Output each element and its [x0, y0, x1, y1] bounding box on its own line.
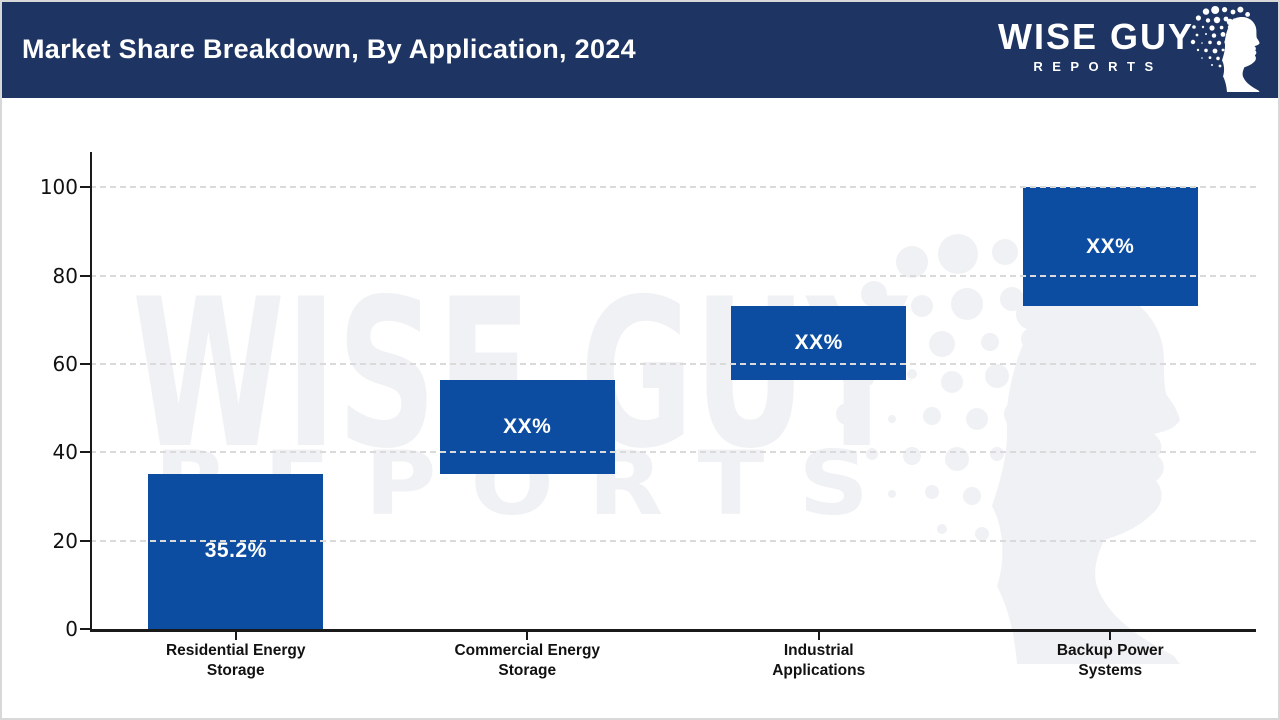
- y-tick-label: 60: [52, 352, 78, 376]
- logo-name-text: WISE GUY: [997, 16, 1194, 57]
- header-bar: Market Share Breakdown, By Application, …: [2, 2, 1278, 98]
- x-axis-tick: [1109, 631, 1112, 640]
- y-axis-tick: [80, 186, 90, 189]
- logo-wordmark: WISE GUY REPORTS: [997, 16, 1194, 75]
- y-tick-label: 100: [39, 175, 78, 200]
- x-axis-tick: [817, 631, 820, 640]
- y-axis-tick: [80, 451, 90, 454]
- y-axis-tick: [80, 274, 90, 277]
- y-tick-label: 0: [65, 617, 78, 641]
- grid-line: [90, 274, 1256, 277]
- y-tick-label: 20: [52, 528, 78, 553]
- bar-value-label: XX%: [794, 330, 843, 354]
- x-axis-label: Commercial Energy Storage: [454, 642, 601, 679]
- x-axis-tick: [234, 631, 237, 640]
- y-axis-tick: [80, 363, 90, 365]
- x-axis-line: [90, 629, 1256, 632]
- grid-line: [90, 186, 1256, 189]
- x-axis-label: Residential Energy Storage: [165, 642, 306, 679]
- bar: [439, 379, 615, 474]
- y-axis-line: [90, 152, 92, 632]
- wise-guy-reports-logo: WISE GUY REPORTS: [998, 2, 1272, 98]
- y-tick-label: 40: [52, 440, 78, 465]
- grid-line: [90, 363, 1256, 365]
- page-title: Market Share Breakdown, By Application, …: [22, 33, 636, 64]
- y-axis-tick: [80, 628, 90, 630]
- y-axis-tick: [80, 539, 90, 542]
- grid-line: [90, 539, 1256, 542]
- bar: [148, 473, 324, 629]
- bar-value-label: XX%: [503, 414, 552, 438]
- logo-face-icon: [1190, 6, 1260, 92]
- grid-line: [90, 451, 1256, 454]
- x-axis-label: Backup Power Systems: [1056, 642, 1164, 679]
- logo-sub-text: REPORTS: [1033, 59, 1163, 74]
- y-tick-label: 80: [52, 263, 78, 288]
- x-axis-tick: [526, 631, 529, 640]
- x-axis-label: Industrial Applications: [772, 642, 866, 679]
- bar-value-label: 35.2%: [204, 539, 267, 563]
- bar-value-label: XX%: [1086, 234, 1135, 258]
